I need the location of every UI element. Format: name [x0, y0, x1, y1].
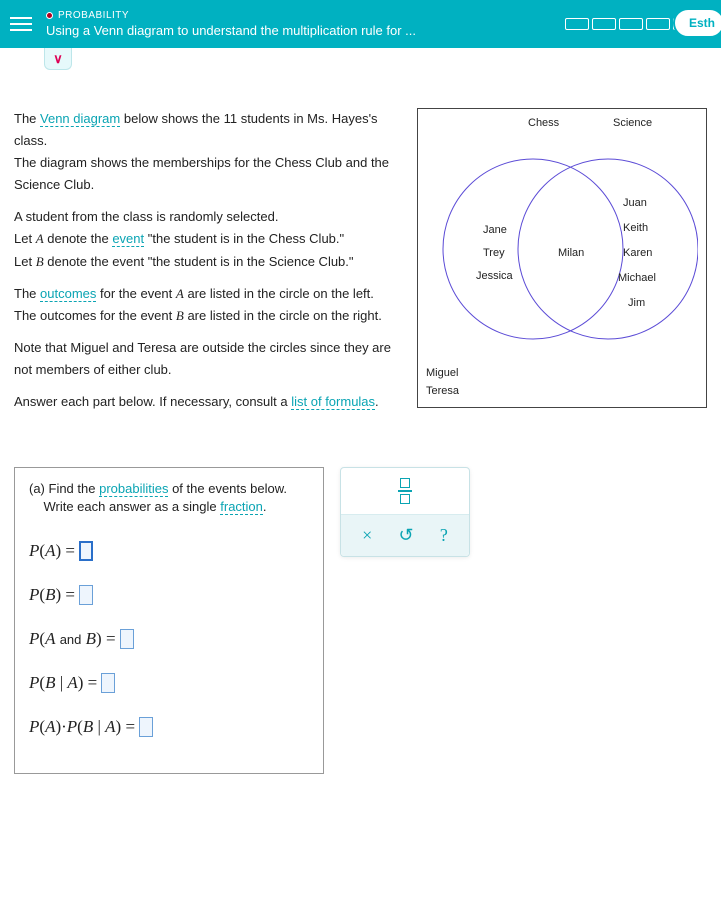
- top-bar: PROBABILITY Using a Venn diagram to unde…: [0, 0, 721, 48]
- question-panel: (a) Find the probabilities of the events…: [14, 467, 324, 773]
- venn-name: Michael: [618, 272, 656, 284]
- venn-name: Juan: [623, 197, 647, 209]
- text: Write each answer as a single: [43, 499, 220, 514]
- page-title: Using a Venn diagram to understand the m…: [46, 23, 565, 38]
- text: Answer each part below. If necessary, co…: [14, 394, 291, 409]
- dropdown-tab[interactable]: ∨: [44, 48, 72, 70]
- help-button[interactable]: ?: [440, 525, 448, 546]
- text: Let: [14, 231, 36, 246]
- answer-input-product[interactable]: [139, 717, 153, 737]
- user-badge[interactable]: Esth: [673, 8, 721, 38]
- text: of the events below.: [168, 481, 287, 496]
- text: Find the: [45, 481, 99, 496]
- link-fraction[interactable]: fraction: [220, 499, 263, 515]
- text: The outcomes for the event: [14, 308, 176, 323]
- menu-icon[interactable]: [10, 13, 32, 35]
- venn-name: Karen: [623, 247, 652, 259]
- equation-product: P(A)·P(B | A) =: [29, 717, 309, 737]
- fraction-tool-icon[interactable]: [398, 478, 412, 504]
- equation-paandb: P(A and B) =: [29, 629, 309, 649]
- answer-input-pb[interactable]: [79, 585, 93, 605]
- link-event[interactable]: event: [112, 231, 144, 247]
- category-text: PROBABILITY: [58, 10, 129, 21]
- record-dot-icon: [46, 12, 53, 19]
- text: Let: [14, 254, 36, 269]
- link-outcomes[interactable]: outcomes: [40, 286, 96, 302]
- text: are listed in the circle on the right.: [184, 308, 382, 323]
- link-probabilities[interactable]: probabilities: [99, 481, 168, 497]
- answer-input-pbgivena[interactable]: [101, 673, 115, 693]
- clear-button[interactable]: ×: [362, 525, 372, 546]
- equation-pa: P(A) =: [29, 541, 309, 561]
- reset-button[interactable]: ↺: [399, 525, 414, 546]
- answer-input-paandb[interactable]: [120, 629, 134, 649]
- venn-name: Jessica: [476, 270, 513, 282]
- category-label: PROBABILITY: [46, 10, 565, 21]
- text: The: [14, 286, 40, 301]
- venn-name: Jane: [483, 224, 507, 236]
- text: "the student is in the Chess Club.": [144, 231, 344, 246]
- venn-label-chess: Chess: [528, 117, 559, 129]
- problem-text: The Venn diagram below shows the 11 stud…: [14, 108, 407, 423]
- math-tool-panel: × ↺ ?: [340, 467, 470, 557]
- venn-name-outside: Teresa: [426, 385, 459, 397]
- equation-pb: P(B) =: [29, 585, 309, 605]
- answer-input-pa[interactable]: [79, 541, 93, 561]
- text: for the event: [96, 286, 176, 301]
- text: are listed in the circle on the left.: [184, 286, 374, 301]
- text: denote the: [44, 231, 113, 246]
- venn-name: Jim: [628, 297, 645, 309]
- text: The diagram shows the memberships for th…: [14, 155, 389, 192]
- header-titles: PROBABILITY Using a Venn diagram to unde…: [46, 10, 565, 38]
- text: Note that Miguel and Teresa are outside …: [14, 337, 407, 381]
- text: .: [263, 499, 267, 514]
- part-label: (a): [29, 481, 45, 496]
- text: denote the event "the student is in the …: [44, 254, 354, 269]
- venn-name: Milan: [558, 247, 584, 259]
- venn-name-outside: Miguel: [426, 367, 458, 379]
- equation-pbgivena: P(B | A) =: [29, 673, 309, 693]
- question-prompt: (a) Find the probabilities of the events…: [29, 480, 309, 516]
- venn-diagram: Chess Science Jane Trey Jessica Milan Ju…: [417, 108, 707, 408]
- text: The: [14, 111, 40, 126]
- text: .: [375, 394, 379, 409]
- venn-name: Trey: [483, 247, 505, 259]
- link-venn-diagram[interactable]: Venn diagram: [40, 111, 120, 127]
- link-formulas[interactable]: list of formulas: [291, 394, 375, 410]
- venn-name: Keith: [623, 222, 648, 234]
- venn-label-science: Science: [613, 117, 652, 129]
- text: A student from the class is randomly sel…: [14, 209, 278, 224]
